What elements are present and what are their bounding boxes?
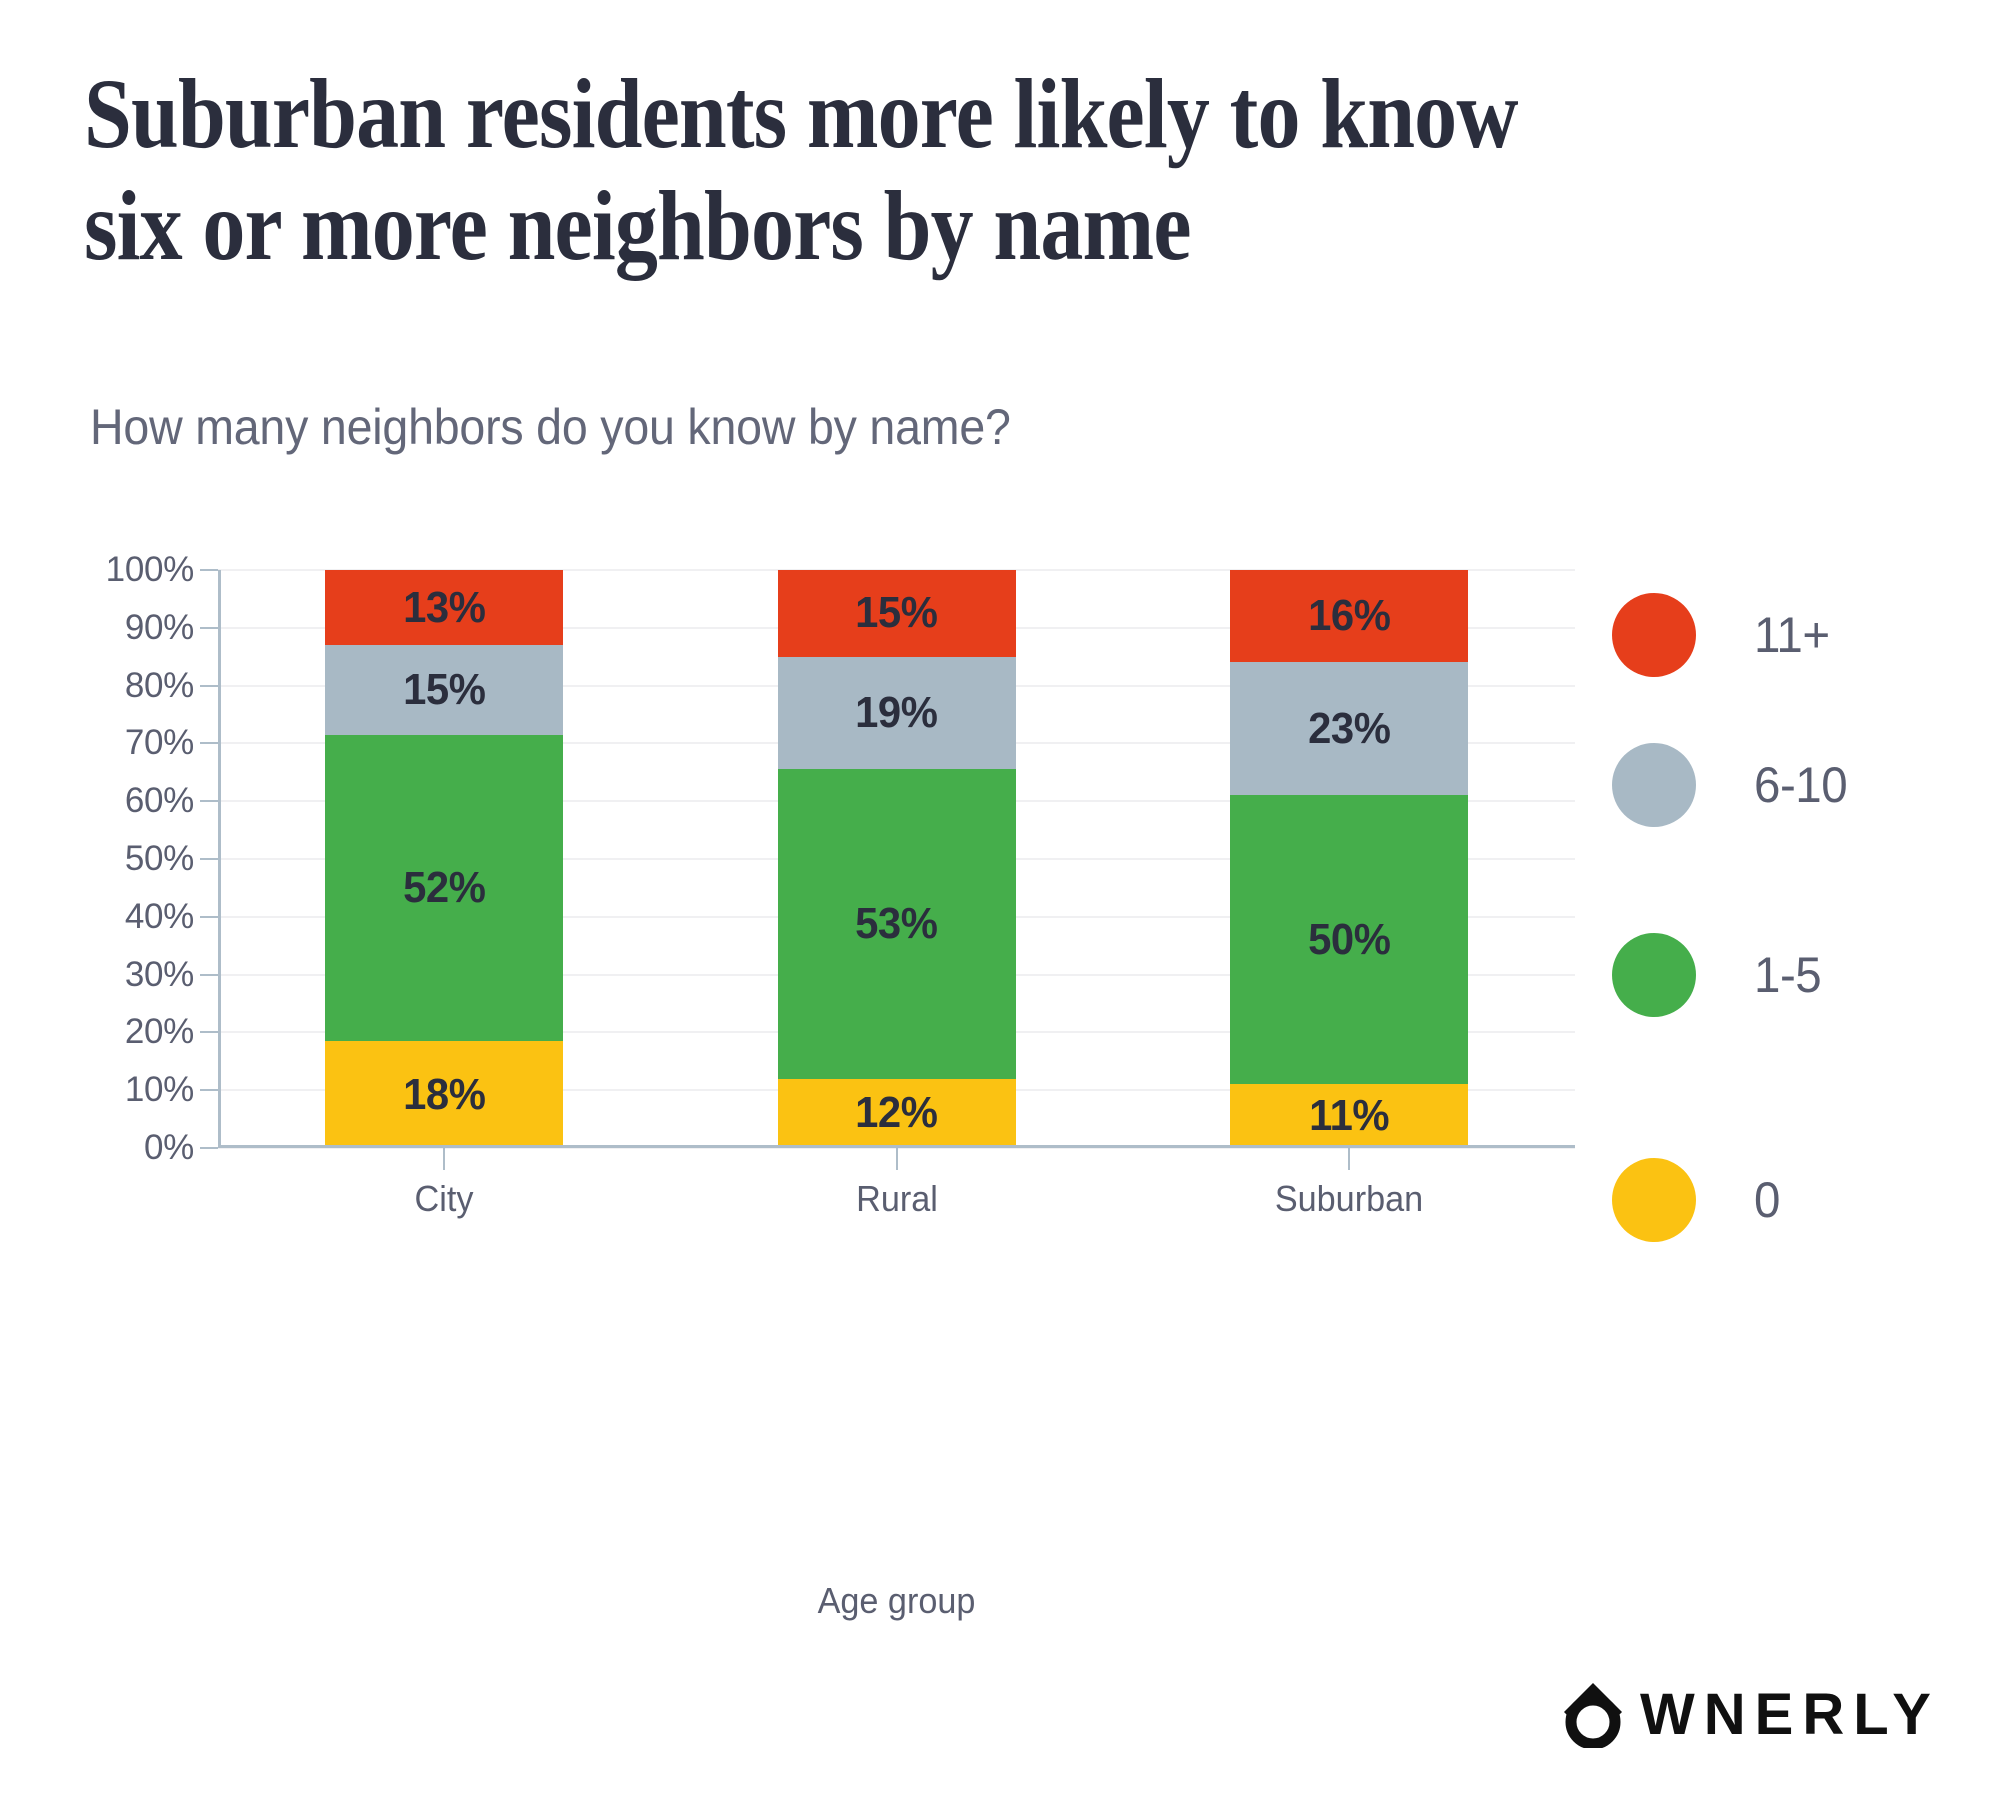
house-o-icon xyxy=(1564,1683,1622,1748)
bar-value-label: 23% xyxy=(1307,703,1391,753)
x-axis-line xyxy=(218,1145,1575,1148)
bar-value-label: 12% xyxy=(855,1088,938,1138)
chart-legend: 11+ 6-10 1-5 0 xyxy=(1612,560,1992,1440)
bar-value-label: 15% xyxy=(855,588,938,638)
legend-label: 0 xyxy=(1754,1172,1780,1228)
y-tick-mark xyxy=(200,742,218,745)
bar-segment[interactable]: 52% xyxy=(325,734,564,1042)
bar-value-label: 15% xyxy=(403,664,486,714)
y-tick-mark xyxy=(200,915,218,918)
y-axis-line xyxy=(218,570,221,1148)
x-tick-mark xyxy=(895,1148,898,1170)
legend-item-6to10[interactable]: 6-10 xyxy=(1612,740,1992,830)
bar-segment[interactable]: 19% xyxy=(777,656,1016,770)
bar-segment[interactable]: 53% xyxy=(777,769,1016,1079)
bar-segment[interactable]: 11% xyxy=(1229,1084,1468,1148)
bar-value-label: 11% xyxy=(1308,1091,1389,1141)
bar-segment[interactable]: 50% xyxy=(1229,795,1468,1085)
y-tick-label: 30% xyxy=(124,954,194,994)
bar-value-label: 16% xyxy=(1307,591,1391,641)
bar-segment[interactable]: 16% xyxy=(1229,570,1468,663)
bar-value-label: 18% xyxy=(403,1069,486,1119)
y-tick-label: 90% xyxy=(124,607,194,647)
bar-stack-city[interactable]: 18% 52% 15% 13% xyxy=(325,570,564,1148)
legend-item-1to5[interactable]: 1-5 xyxy=(1612,930,1992,1020)
y-tick-mark xyxy=(200,1147,218,1149)
gridline xyxy=(218,569,1575,571)
bar-stack-suburban[interactable]: 11% 50% 23% 16% xyxy=(1229,570,1468,1148)
bar-value-label: 19% xyxy=(855,688,938,738)
y-tick-label: 50% xyxy=(124,839,194,878)
y-tick-mark xyxy=(200,684,218,687)
legend-swatch-icon xyxy=(1612,743,1696,827)
legend-swatch-icon xyxy=(1612,933,1696,1017)
bar-segment[interactable]: 15% xyxy=(777,570,1016,657)
y-tick-mark xyxy=(200,800,218,803)
x-tick-label-city: City xyxy=(414,1178,474,1219)
legend-item-0[interactable]: 0 xyxy=(1612,1155,1992,1245)
bar-stack-rural[interactable]: 12% 53% 19% 15% xyxy=(777,570,1016,1148)
y-tick-label: 10% xyxy=(124,1070,194,1110)
x-tick-label-suburban: Suburban xyxy=(1274,1178,1423,1219)
y-tick-mark xyxy=(200,973,218,976)
y-tick-mark xyxy=(200,1089,218,1092)
bar-value-label: 53% xyxy=(855,899,938,949)
x-axis-title: Age group xyxy=(817,1580,976,1621)
y-tick-mark xyxy=(200,569,218,571)
legend-label: 6-10 xyxy=(1754,757,1848,813)
y-tick-mark xyxy=(200,858,218,860)
legend-label: 1-5 xyxy=(1754,947,1822,1003)
bar-value-label: 13% xyxy=(403,582,486,632)
ownerly-logo: WNERLY xyxy=(1562,1682,1940,1748)
x-tick-mark xyxy=(1347,1148,1350,1170)
y-tick-mark xyxy=(200,1031,218,1034)
plot-area: 18% 52% 15% 13% 12% 53% 19% 15% 11% 50% 23% 16% xyxy=(200,569,1575,1149)
y-axis-tick-labels: 0% 10% 20% 30% 40% 50% 60% 70% 80% 90% 100% xyxy=(64,550,195,1167)
y-tick-label: 100% xyxy=(105,550,195,589)
logo-wordmark: WNERLY xyxy=(1640,1682,1940,1747)
y-tick-label: 70% xyxy=(124,723,194,763)
y-tick-label: 0% xyxy=(144,1128,194,1167)
legend-item-11plus[interactable]: 11+ xyxy=(1612,590,1992,680)
y-tick-label: 20% xyxy=(124,1012,194,1052)
y-tick-label: 80% xyxy=(124,665,194,705)
bar-value-label: 52% xyxy=(403,862,486,912)
bar-segment[interactable]: 12% xyxy=(777,1078,1016,1148)
x-tick-mark xyxy=(443,1148,446,1170)
page-title: Suburban residents more likely to know s… xyxy=(84,58,1518,281)
legend-swatch-icon xyxy=(1612,1158,1696,1242)
x-axis-tick-labels: City Rural Suburban xyxy=(218,1148,1575,1228)
x-tick-label-rural: Rural xyxy=(855,1178,938,1219)
bar-value-label: 50% xyxy=(1307,914,1391,964)
bar-segment[interactable]: 15% xyxy=(325,645,564,735)
bar-segment[interactable]: 23% xyxy=(1229,662,1468,796)
chart-subtitle: How many neighbors do you know by name? xyxy=(90,399,1011,455)
bar-segment[interactable]: 13% xyxy=(325,570,564,646)
legend-label: 11+ xyxy=(1754,607,1830,663)
legend-swatch-icon xyxy=(1612,593,1696,677)
y-tick-mark xyxy=(200,626,218,629)
bar-segment[interactable]: 18% xyxy=(325,1041,564,1148)
y-tick-label: 40% xyxy=(124,896,194,936)
y-tick-label: 60% xyxy=(124,781,194,821)
